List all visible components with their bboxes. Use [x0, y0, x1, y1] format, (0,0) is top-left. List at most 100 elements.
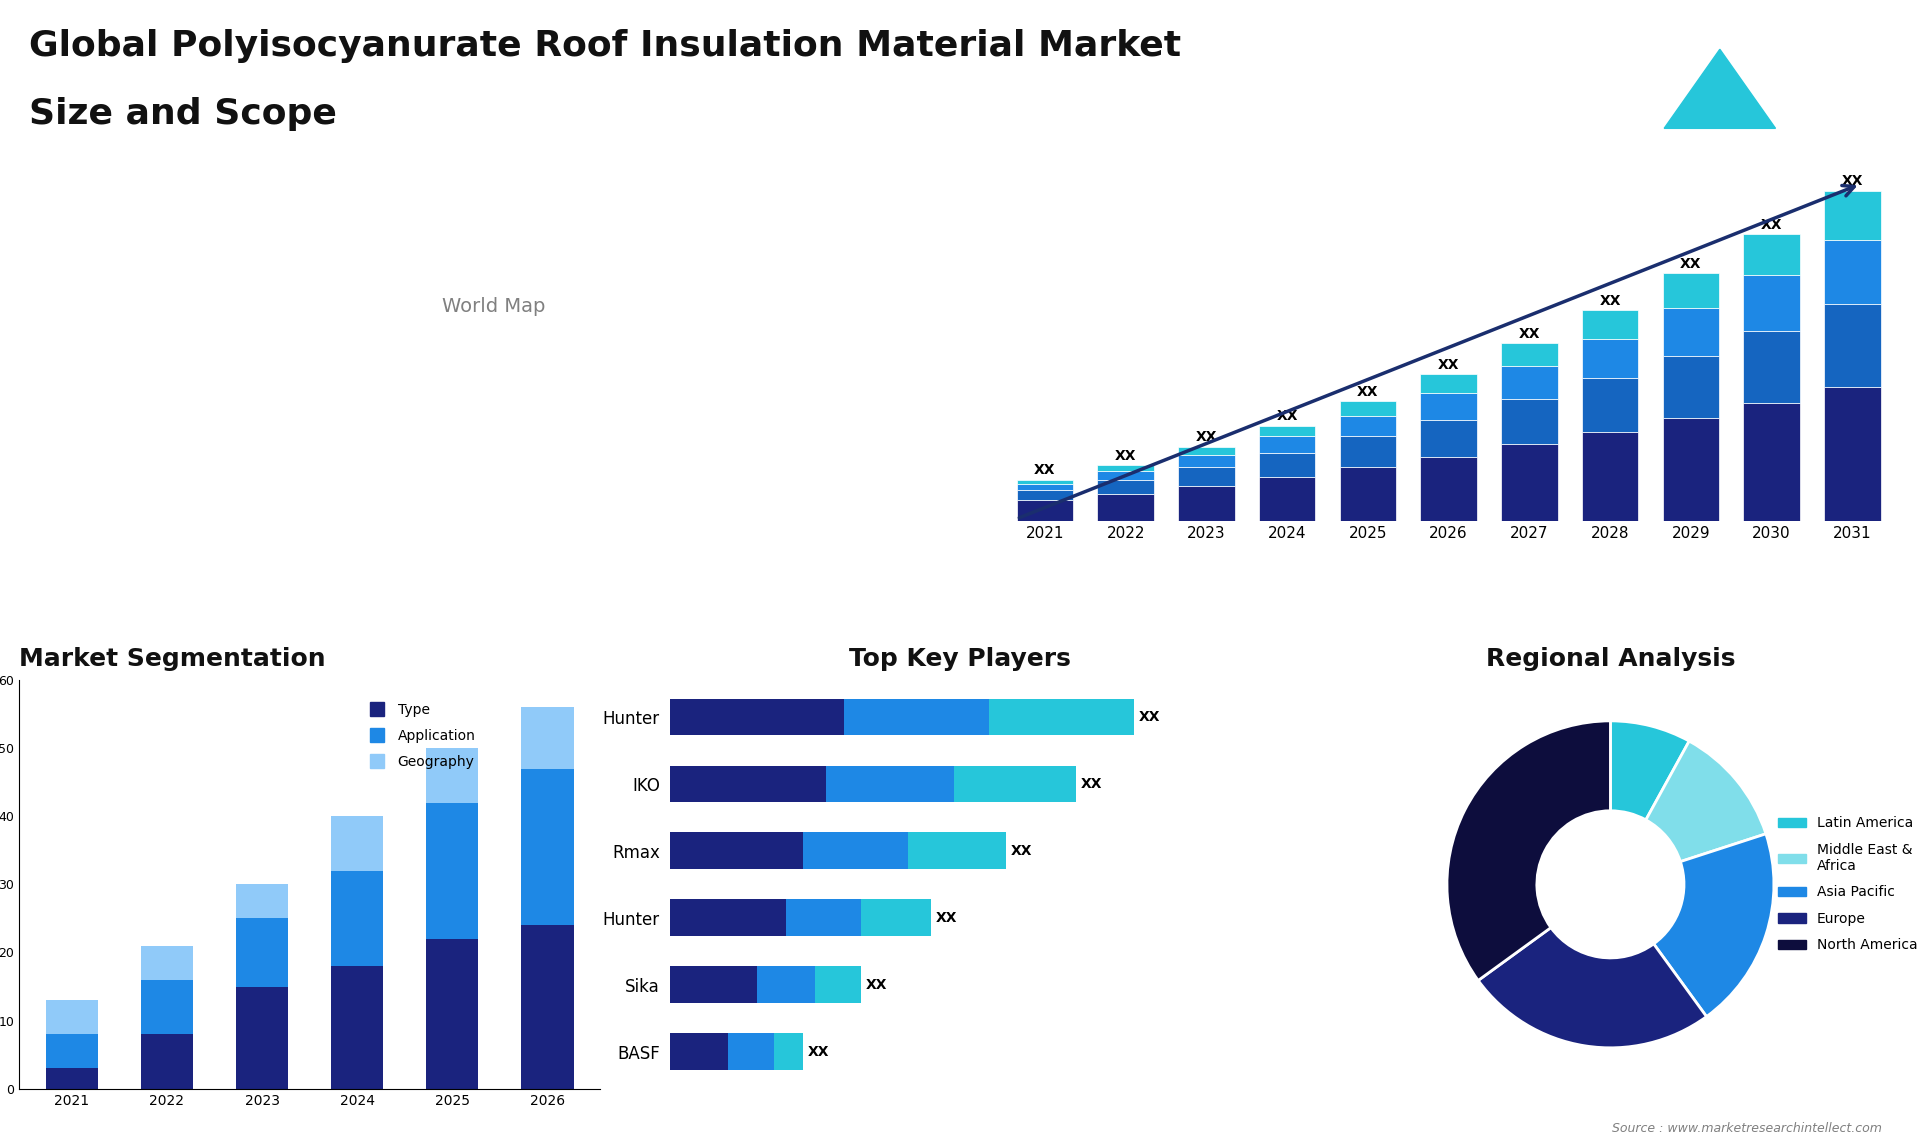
Bar — [1824, 304, 1880, 386]
Bar — [1582, 432, 1638, 520]
Text: XX: XX — [808, 1045, 829, 1059]
Wedge shape — [1611, 721, 1690, 819]
Bar — [1179, 455, 1235, 468]
Text: Global Polyisocyanurate Roof Insulation Material Market: Global Polyisocyanurate Roof Insulation … — [29, 29, 1181, 63]
Text: Source : www.marketresearchintellect.com: Source : www.marketresearchintellect.com — [1611, 1122, 1882, 1135]
Bar — [426, 802, 478, 939]
Bar — [1501, 399, 1557, 445]
Bar — [1018, 500, 1073, 520]
Text: INTELLECT: INTELLECT — [1789, 101, 1855, 111]
Bar — [826, 766, 954, 802]
Bar — [1743, 234, 1799, 275]
Bar — [670, 1034, 728, 1070]
Bar — [1098, 494, 1154, 520]
Bar — [785, 900, 862, 936]
Bar — [814, 966, 862, 1003]
Text: XX: XX — [1519, 327, 1540, 340]
Bar — [1582, 339, 1638, 378]
Text: XX: XX — [1012, 843, 1033, 858]
Bar — [862, 900, 931, 936]
Bar — [1582, 311, 1638, 339]
Text: MARKET: MARKET — [1789, 56, 1841, 65]
Bar — [1501, 445, 1557, 520]
Bar — [330, 966, 384, 1089]
Text: XX: XX — [1357, 385, 1379, 399]
Text: XX: XX — [1196, 430, 1217, 444]
Bar — [908, 832, 1006, 870]
Bar — [46, 1068, 98, 1089]
Text: XX: XX — [1841, 174, 1862, 188]
Text: XX: XX — [1277, 409, 1298, 423]
Bar — [1179, 447, 1235, 455]
Text: XX: XX — [1438, 358, 1459, 371]
Title: Top Key Players: Top Key Players — [849, 647, 1071, 672]
Bar — [845, 699, 989, 736]
Bar — [1743, 275, 1799, 331]
Text: Size and Scope: Size and Scope — [29, 97, 336, 132]
Bar — [1018, 489, 1073, 500]
Legend: Latin America, Middle East &
Africa, Asia Pacific, Europe, North America: Latin America, Middle East & Africa, Asi… — [1772, 810, 1920, 958]
Bar — [1824, 190, 1880, 241]
Bar — [46, 1000, 98, 1034]
Bar — [1824, 386, 1880, 520]
Bar — [1743, 403, 1799, 520]
Title: Regional Analysis: Regional Analysis — [1486, 647, 1736, 672]
Bar — [1340, 401, 1396, 416]
Bar — [1260, 437, 1315, 453]
Bar — [1501, 366, 1557, 399]
Text: XX: XX — [866, 978, 887, 991]
Bar — [330, 871, 384, 966]
Wedge shape — [1653, 834, 1774, 1017]
Bar — [1421, 457, 1476, 520]
Legend: Type, Application, Geography: Type, Application, Geography — [363, 696, 482, 776]
Bar — [1421, 419, 1476, 457]
Bar — [520, 707, 574, 769]
Bar — [140, 1034, 194, 1089]
Bar — [803, 832, 908, 870]
Bar — [236, 885, 288, 918]
Bar — [236, 987, 288, 1089]
Bar — [46, 1034, 98, 1068]
Bar — [989, 699, 1135, 736]
Bar — [670, 966, 756, 1003]
Bar — [774, 1034, 803, 1070]
Bar — [1098, 471, 1154, 479]
Bar — [1421, 375, 1476, 393]
Bar — [1340, 468, 1396, 520]
Text: XX: XX — [1599, 293, 1620, 308]
Bar — [1663, 308, 1718, 355]
Bar — [1824, 241, 1880, 304]
Text: XX: XX — [1680, 257, 1701, 270]
Bar — [236, 918, 288, 987]
Bar — [1340, 416, 1396, 437]
Bar — [728, 1034, 774, 1070]
Text: RESEARCH: RESEARCH — [1789, 78, 1857, 88]
Bar — [1340, 437, 1396, 468]
Bar — [426, 748, 478, 802]
Bar — [1663, 355, 1718, 417]
Bar — [520, 925, 574, 1089]
Bar — [1260, 478, 1315, 520]
Bar — [330, 816, 384, 871]
Bar — [1018, 479, 1073, 484]
Wedge shape — [1478, 927, 1707, 1047]
Bar — [140, 945, 194, 980]
Bar — [670, 832, 803, 870]
Bar — [1179, 486, 1235, 520]
Bar — [1018, 484, 1073, 489]
Wedge shape — [1448, 721, 1611, 981]
Bar — [426, 939, 478, 1089]
Bar — [670, 699, 845, 736]
Wedge shape — [1645, 741, 1766, 862]
Bar — [670, 900, 785, 936]
Bar — [1098, 465, 1154, 471]
Text: XX: XX — [1081, 777, 1102, 791]
Text: World Map: World Map — [442, 297, 545, 316]
Bar — [756, 966, 814, 1003]
Text: XX: XX — [1761, 218, 1782, 231]
Text: XX: XX — [935, 911, 956, 925]
Bar — [1501, 344, 1557, 366]
Bar — [1260, 426, 1315, 437]
Bar — [1743, 331, 1799, 403]
Bar — [954, 766, 1075, 802]
